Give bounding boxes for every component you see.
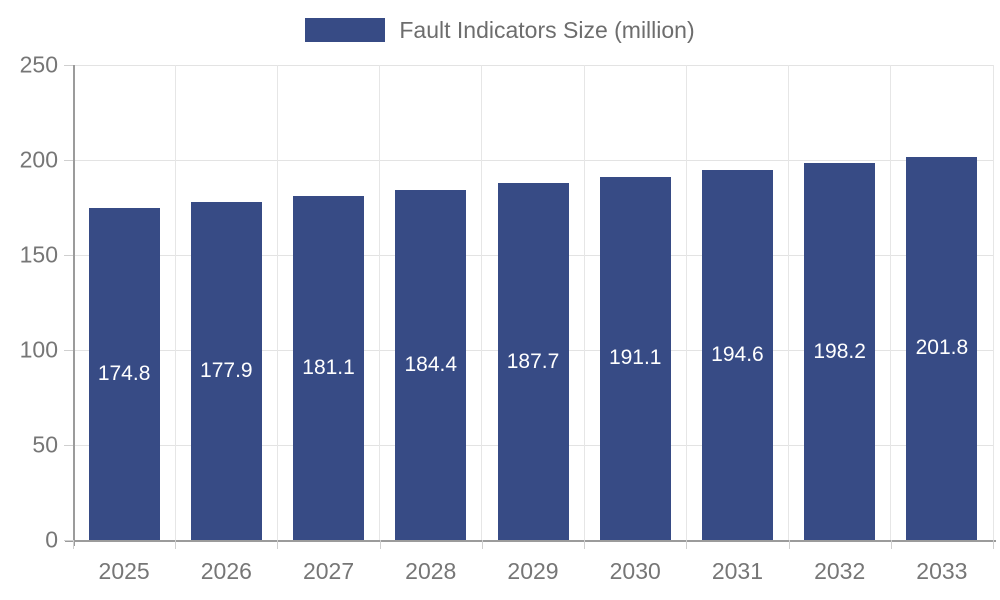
x-tick-5: [584, 540, 586, 549]
v-gridline-3: [379, 65, 381, 540]
x-axis-line: [65, 540, 996, 542]
bar-2032: 198.2: [804, 163, 876, 540]
y-tick-label-0: 0: [45, 526, 58, 553]
bar-2031: 194.6: [701, 170, 773, 540]
bar-value-label-2031: 194.6: [711, 343, 764, 367]
y-tick-50: [64, 445, 73, 446]
bar-2028: 184.4: [395, 189, 467, 540]
x-tick-label-2028: 2028: [405, 558, 457, 584]
v-gridline-5: [583, 65, 585, 540]
bar-2026: 177.9: [190, 202, 262, 540]
y-tick-label-200: 200: [19, 146, 58, 173]
y-tick-100: [64, 350, 73, 351]
x-tick-label-2032: 2032: [814, 558, 866, 584]
v-gridline-7: [788, 65, 790, 540]
y-tick-label-100: 100: [19, 336, 58, 363]
x-tick-2: [277, 540, 279, 549]
v-gridline-9: [992, 65, 994, 540]
x-tick-label-2025: 2025: [98, 558, 150, 584]
v-gridline-1: [174, 65, 176, 540]
x-tick-label-2026: 2026: [200, 558, 252, 584]
x-tick-label-2031: 2031: [711, 558, 764, 584]
bar-value-label-2027: 181.1: [302, 355, 355, 379]
y-tick-label-150: 150: [19, 241, 58, 268]
bar-2030: 191.1: [599, 176, 671, 540]
bar-value-label-2029: 187.7: [506, 349, 560, 373]
legend-swatch: [305, 18, 386, 42]
y-tick-150: [64, 255, 73, 256]
y-tick-200: [64, 160, 73, 161]
h-gridline-250: [73, 64, 993, 66]
v-gridline-2: [276, 65, 278, 540]
bar-value-label-2028: 184.4: [404, 352, 458, 376]
y-tick-label-50: 50: [32, 431, 58, 458]
y-tick-0: [64, 540, 73, 541]
x-tick-label-2030: 2030: [609, 558, 661, 584]
x-tick-8: [890, 540, 892, 549]
legend-label: Fault Indicators Size (million): [399, 17, 695, 43]
bar-value-label-2030: 191.1: [608, 346, 662, 370]
x-tick-7: [788, 540, 790, 549]
bar-value-label-2026: 177.9: [200, 359, 253, 382]
y-tick-label-250: 250: [19, 51, 58, 78]
x-tick-0: [73, 540, 74, 549]
bar-2033: 201.8: [906, 156, 978, 540]
x-tick-6: [686, 540, 688, 549]
x-tick-1: [175, 540, 177, 549]
v-gridline-8: [890, 65, 892, 540]
v-gridline-4: [481, 65, 483, 540]
bar-2029: 187.7: [497, 183, 569, 540]
bar-value-label-2033: 201.8: [915, 336, 969, 360]
x-tick-3: [379, 540, 381, 549]
x-tick-9: [993, 540, 994, 549]
h-gridline-200: [73, 159, 993, 161]
bar-2027: 181.1: [293, 195, 365, 540]
x-tick-4: [481, 540, 483, 549]
y-tick-250: [64, 65, 73, 66]
v-gridline-6: [685, 65, 687, 540]
bar-2025: 174.8: [88, 207, 160, 540]
bar-value-label-2032: 198.2: [813, 339, 866, 363]
x-tick-label-2027: 2027: [302, 558, 355, 584]
plot-area: 174.8 177.9 181.1 184.4 187.7 191.1 194.6 198.2…: [73, 64, 994, 540]
chart-legend: Fault Indicators Size (million): [0, 18, 1000, 42]
x-tick-label-2029: 2029: [507, 558, 559, 584]
y-axis-line: [73, 65, 75, 546]
x-tick-label-2033: 2033: [916, 558, 968, 584]
bar-value-label-2025: 174.8: [97, 361, 151, 385]
